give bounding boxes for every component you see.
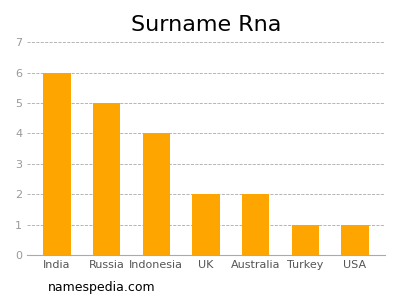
- Bar: [341, 225, 369, 255]
- Title: Surname Rna: Surname Rna: [131, 15, 281, 35]
- Bar: [143, 134, 170, 255]
- Bar: [93, 103, 120, 255]
- Bar: [43, 73, 70, 255]
- Bar: [292, 225, 319, 255]
- Bar: [192, 194, 220, 255]
- Text: namespedia.com: namespedia.com: [48, 281, 156, 294]
- Bar: [242, 194, 269, 255]
